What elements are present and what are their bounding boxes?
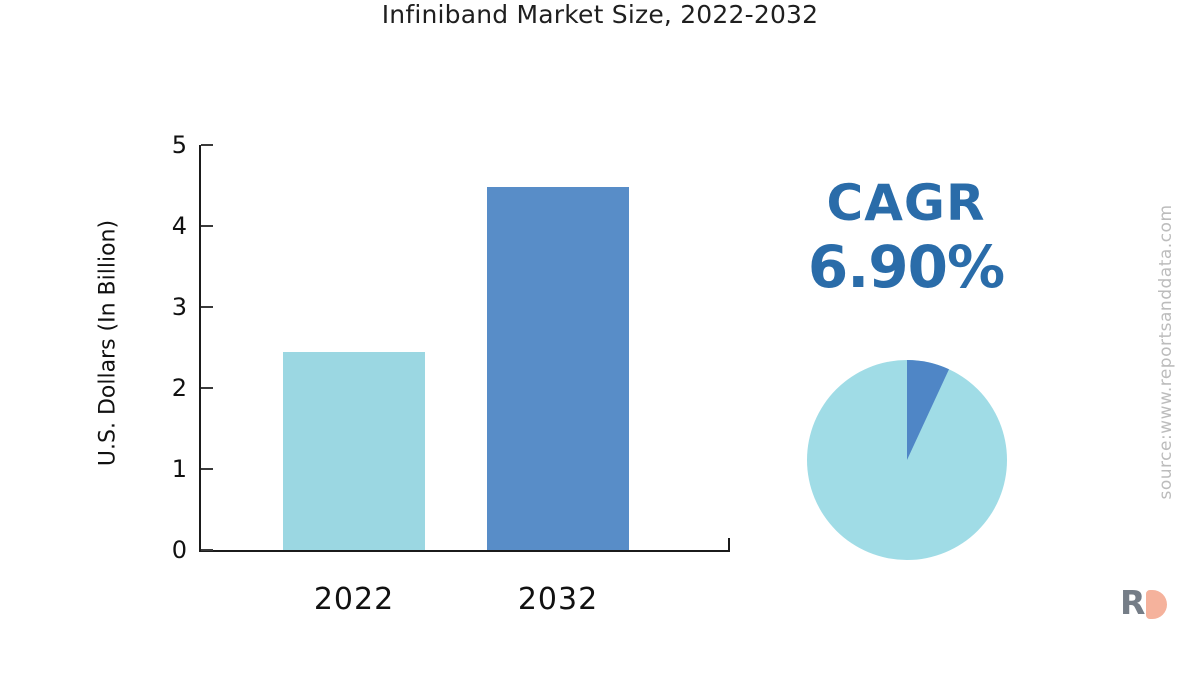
- logo-letter-r: R: [1120, 583, 1146, 622]
- x-axis-label-2022: 2022: [313, 582, 395, 617]
- y-axis-tick: [201, 549, 213, 551]
- y-axis-tick-label: 0: [171, 536, 187, 564]
- cagr-label: CAGR: [826, 174, 986, 232]
- bar-2032: [487, 187, 629, 550]
- brand-logo: R: [1120, 586, 1176, 622]
- source-attribution: source:www.reportsanddata.com: [1156, 204, 1176, 500]
- y-axis-tick-label: 1: [171, 455, 187, 483]
- chart-title: Infiniband Market Size, 2022-2032: [381, 0, 819, 29]
- x-axis-line: [199, 550, 730, 552]
- y-axis-tick: [201, 144, 213, 146]
- y-axis-tick-label: 2: [171, 374, 187, 402]
- pie-chart-svg: [807, 360, 1007, 560]
- y-axis-tick-label: 3: [171, 293, 187, 321]
- y-axis-tick: [201, 306, 213, 308]
- y-axis-label: U.S. Dollars (In Billion): [95, 219, 121, 467]
- x-axis-label-2032: 2032: [517, 582, 599, 617]
- pie-chart: [802, 355, 1012, 565]
- y-axis-tick: [201, 387, 213, 389]
- y-axis-tick-label: 5: [171, 131, 187, 159]
- y-axis-tick-label: 4: [171, 212, 187, 240]
- y-axis-tick: [201, 468, 213, 470]
- cagr-block: CAGR 6.90%: [796, 178, 1016, 296]
- x-axis-end-tick: [728, 538, 730, 550]
- bar-2022: [283, 351, 425, 550]
- cagr-value: 6.90%: [807, 233, 1005, 301]
- y-axis-line: [199, 145, 201, 552]
- pie-slice-cagr: [907, 360, 950, 460]
- y-axis-tick: [201, 225, 213, 227]
- logo-d-shape-icon: [1146, 590, 1167, 619]
